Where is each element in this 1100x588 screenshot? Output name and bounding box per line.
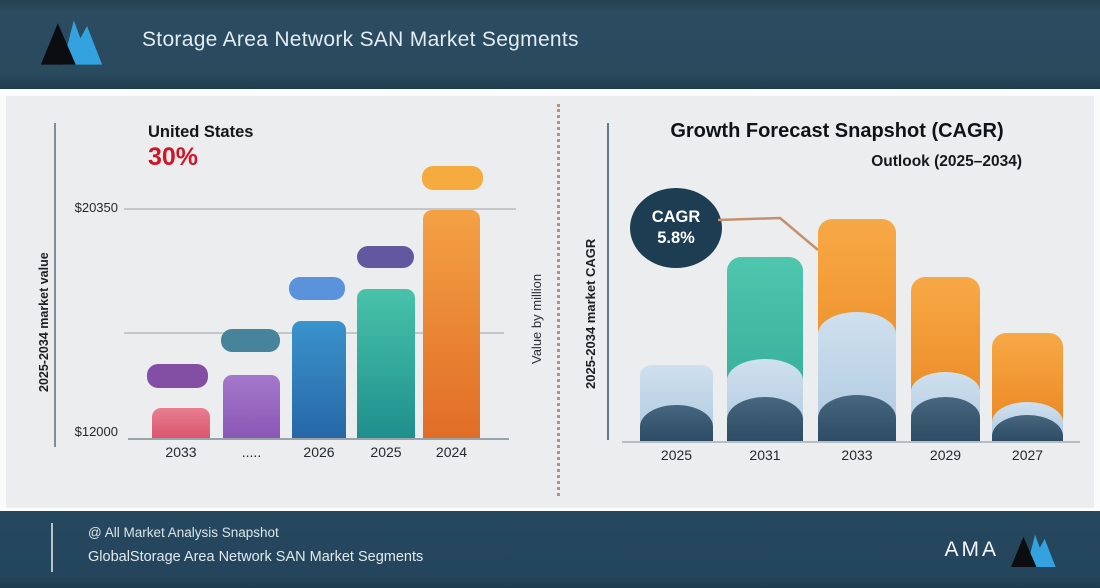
- logo-black-peak: [40, 23, 76, 65]
- logo-black-peak: [1011, 536, 1037, 567]
- bar-cap-.....: [221, 329, 280, 352]
- footer-separator-line: [51, 523, 53, 572]
- x-tick-2033: 2033: [841, 447, 873, 463]
- x-tick-2025: 2025: [370, 444, 402, 460]
- section-divider: [557, 104, 560, 496]
- footer-credit-line: @ All Market Analysis Snapshot: [88, 525, 279, 540]
- header: Storage Area Network SAN Market Segments: [0, 0, 1100, 89]
- x-tick-2024: 2024: [435, 444, 468, 460]
- logo-blue-peaks: [1026, 534, 1056, 567]
- footer-brand: AMA: [944, 530, 1057, 570]
- right-chart-subtitle: Outlook (2025–2034): [871, 153, 1022, 170]
- footer-brand-logo-icon: [1011, 534, 1056, 567]
- bar-cap-2024: [422, 166, 483, 190]
- right-chart-plot-area: 2025 2031 2033 2029 2027: [616, 123, 1086, 463]
- segment-base-2029: [911, 397, 980, 441]
- brand-logo-icon: [40, 20, 103, 65]
- bar-2025: [357, 289, 415, 438]
- cagr-badge-line2: 5.8%: [657, 229, 695, 247]
- bar-cap-2026: [289, 277, 345, 300]
- logo-blue-peaks: [62, 20, 103, 65]
- right-x-axis-line: [622, 441, 1080, 443]
- left-y-axis-line: [54, 123, 56, 447]
- x-tick-2027: 2027: [1011, 447, 1044, 463]
- left-y-tick-12000: $12000: [74, 424, 118, 439]
- x-tick-2025: 2025: [660, 447, 693, 463]
- footer-brand-text: AMA: [944, 538, 999, 561]
- left-y-axis-label: 2025-2034 market value: [37, 252, 51, 392]
- bar-2033: [152, 408, 210, 438]
- footer: @ All Market Analysis Snapshot GlobalSto…: [0, 511, 1100, 588]
- left-chart-region-label: United States: [148, 123, 254, 141]
- right-y-axis-line: [607, 123, 609, 440]
- value-by-million-label: Value by million: [529, 273, 544, 364]
- x-tick-2033: 2033: [165, 444, 197, 460]
- x-tick-.....: .....: [241, 444, 262, 460]
- right-y-axis-label: 2025-2034 market CAGR: [583, 238, 598, 389]
- x-tick-2029: 2029: [929, 447, 962, 463]
- left-chart-plot-area: 2033..... 2026 2025 2024: [122, 123, 517, 460]
- cagr-badge: CAGR 5.8%: [630, 188, 722, 268]
- bar-2024: [423, 210, 480, 438]
- segment-base-2033: [818, 395, 896, 441]
- left-x-axis-line: [128, 438, 509, 440]
- bar-2026: [292, 321, 346, 438]
- page-title: Storage Area Network SAN Market Segments: [142, 28, 579, 51]
- x-tick-2026: 2026: [303, 444, 335, 460]
- left-gridline-upper: [124, 208, 516, 210]
- segment-base-2031: [727, 397, 803, 441]
- bar-cap-2025: [357, 246, 414, 268]
- right-chart-title: Growth Forecast Snapshot (CAGR): [670, 120, 1004, 142]
- footer-title-line: GlobalStorage Area Network SAN Market Se…: [88, 549, 424, 565]
- bar-cap-2033: [147, 364, 208, 388]
- left-chart-highlight-percent: 30%: [148, 143, 199, 171]
- cagr-badge-line1: CAGR: [651, 208, 701, 227]
- segment-base-2025: [640, 405, 713, 441]
- left-y-tick-20350: $20350: [74, 200, 118, 215]
- bar-.....: [223, 375, 280, 438]
- badge-connector-line: [717, 216, 819, 251]
- main-panel: $20350 $12000 2025-2034 market value Uni…: [6, 96, 1094, 508]
- x-tick-2031: 2031: [749, 447, 781, 463]
